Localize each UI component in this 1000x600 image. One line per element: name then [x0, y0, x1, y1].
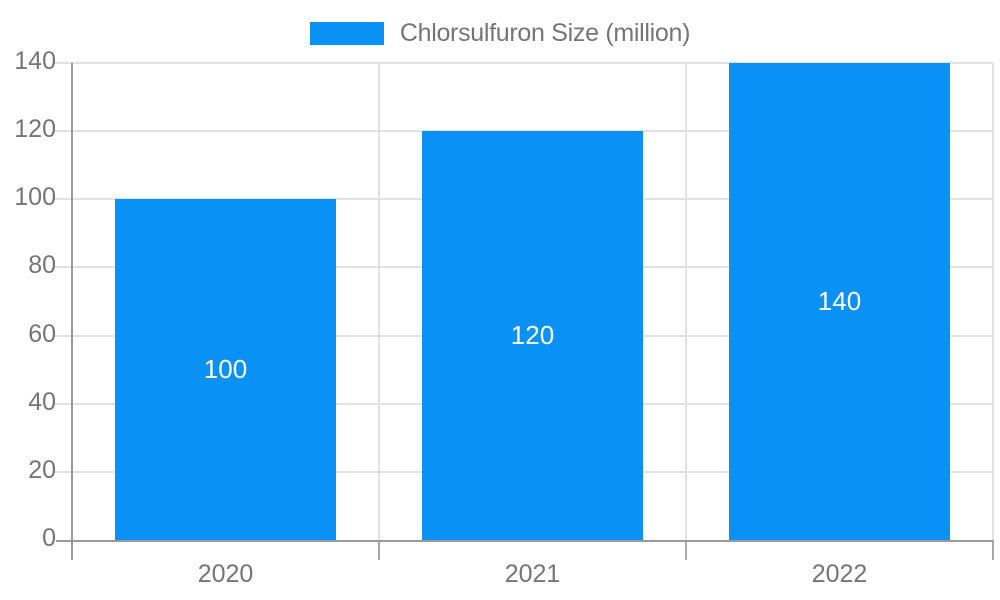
y-axis-tick-label: 140	[14, 47, 56, 75]
y-axis-tick-label: 20	[28, 455, 56, 484]
bar-2020[interactable]	[114, 199, 336, 540]
y-axis-tick-label: 100	[14, 183, 56, 212]
bar-2022[interactable]	[728, 63, 950, 540]
category-boundary-gridline	[685, 63, 687, 540]
y-axis-tick-label: 0	[42, 524, 56, 552]
y-axis-tick-label: 120	[14, 115, 56, 144]
category-boundary-gridline	[378, 63, 380, 540]
x-axis-line	[56, 540, 993, 542]
x-axis-tick-label: 2022	[811, 560, 868, 588]
x-axis-tick	[992, 540, 994, 560]
legend[interactable]: Chlorsulfuron Size (million)	[0, 18, 1000, 48]
category-boundary-gridline	[992, 63, 994, 540]
y-axis-tick-label: 60	[28, 319, 56, 348]
x-axis-tick	[685, 540, 687, 560]
bar-2021[interactable]	[421, 131, 643, 540]
x-axis-tick	[378, 540, 380, 560]
x-axis-tick-label: 2021	[504, 560, 561, 588]
legend-swatch	[309, 21, 384, 45]
bar-value-label: 120	[510, 319, 555, 350]
y-gridline	[53, 62, 993, 64]
y-axis-line	[71, 63, 73, 560]
y-axis-tick-label: 80	[28, 251, 56, 280]
legend-label: Chlorsulfuron Size (million)	[399, 19, 691, 47]
bar-value-label: 100	[203, 353, 248, 384]
y-axis-tick-label: 40	[28, 387, 56, 416]
bar-value-label: 140	[817, 285, 862, 316]
x-axis-tick-label: 2020	[197, 560, 254, 588]
